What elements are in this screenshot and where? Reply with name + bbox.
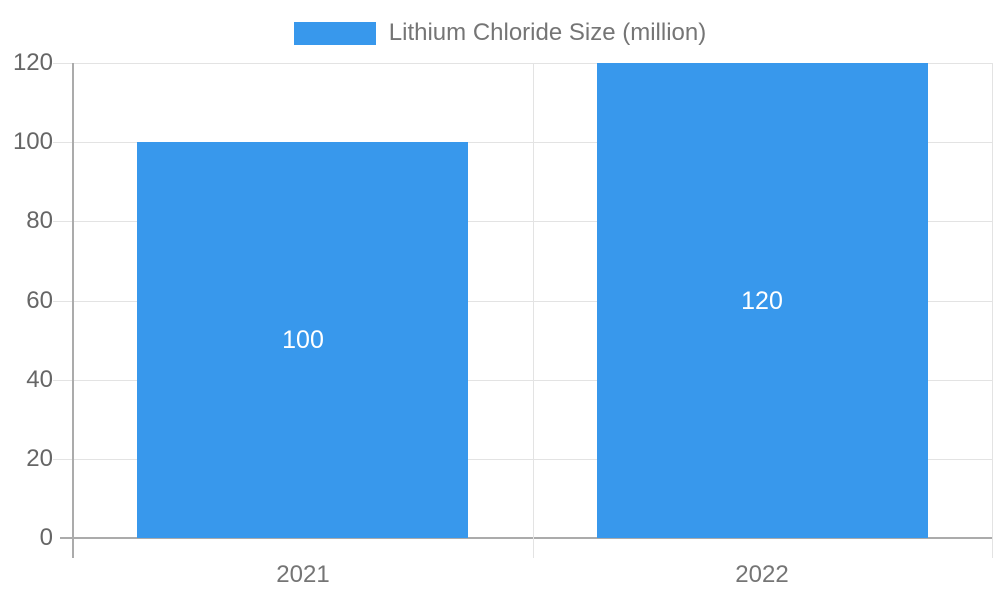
y-axis-line [72, 63, 74, 558]
y-gridline [53, 142, 992, 143]
bar-value-label: 100 [282, 326, 324, 354]
category-boundary-gridline [533, 63, 534, 558]
legend-label: Lithium Chloride Size (million) [388, 19, 707, 46]
x-tick-label-2021: 2021 [276, 561, 330, 588]
y-gridline [53, 221, 992, 222]
x-tick-label-2022: 2022 [735, 561, 789, 588]
y-tick-label: 60 [26, 287, 53, 314]
category-boundary-gridline [992, 63, 993, 558]
y-tick-label: 120 [12, 49, 53, 76]
bar-2021[interactable] [137, 142, 468, 538]
bar-2022[interactable] [597, 63, 928, 538]
x-axis-line [60, 537, 992, 539]
legend-swatch-icon [293, 21, 376, 45]
y-gridline [53, 63, 992, 64]
y-tick-label: 100 [12, 128, 53, 155]
legend[interactable]: Lithium Chloride Size (million) [0, 19, 1000, 47]
y-tick-label: 40 [26, 366, 53, 393]
y-tick-label: 0 [39, 524, 53, 551]
bar-value-label: 120 [741, 287, 783, 315]
y-tick-label: 80 [26, 207, 53, 234]
y-gridline [53, 380, 992, 381]
y-tick-label: 20 [26, 445, 53, 472]
y-gridline [53, 301, 992, 302]
y-gridline [53, 459, 992, 460]
